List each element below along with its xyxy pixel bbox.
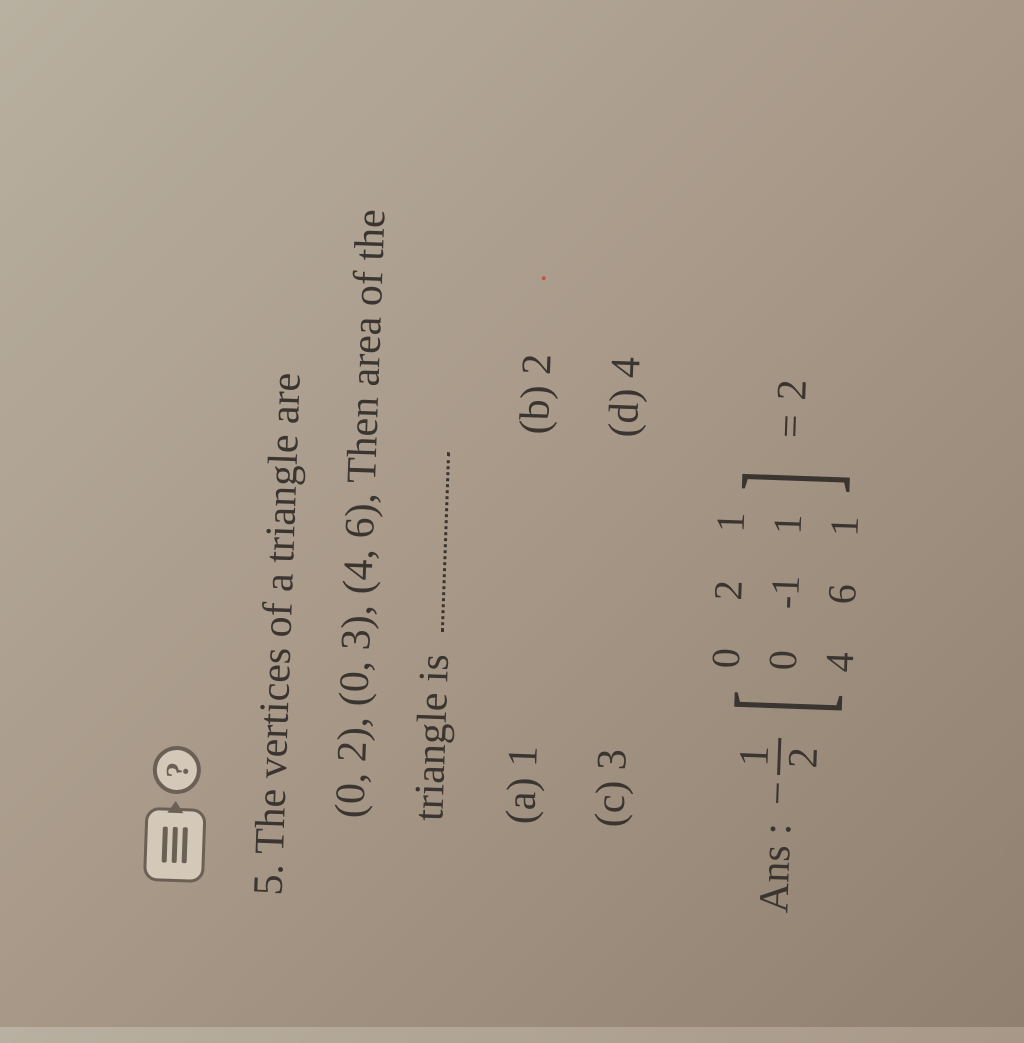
option-b-label: (b) [511, 384, 559, 435]
option-b: (b) 2 · [499, 123, 581, 435]
option-b-value: 2 [514, 353, 561, 376]
option-a: (a) 1 [486, 513, 568, 825]
option-c-label: (c) [587, 780, 635, 828]
matrix-cell: 6 [818, 576, 866, 612]
question-icon-bubble: ? [142, 745, 208, 883]
answer-label: Ans : [750, 822, 801, 913]
determinant-matrix: [ 0 2 1 0 -1 1 4 6 1 ] [700, 457, 870, 727]
fill-blank [435, 452, 449, 632]
question-text-2: (0, 2), (0, 3), (4, 6), Then area of the [327, 208, 394, 818]
option-c: (c) 3 [575, 516, 657, 828]
line-icon [161, 826, 167, 862]
left-bracket-icon: [ [726, 690, 837, 715]
option-d: (d) 4 [589, 126, 671, 438]
bubble-lines-icon [142, 807, 206, 883]
option-d-value: 4 [603, 356, 650, 379]
matrix-cell: -1 [761, 574, 809, 610]
question-number: 5. [245, 863, 292, 896]
red-mark: · [516, 272, 571, 285]
neg-sign: − [754, 781, 803, 806]
answer-block: Ans : − 1 2 [ 0 2 1 0 -1 1 4 6 1 ] = 2 [694, 131, 882, 916]
fraction-numerator: 1 [731, 737, 781, 776]
matrix-cell: 1 [821, 508, 869, 544]
matrix-cell: 0 [702, 640, 750, 676]
fraction-half: 1 2 [731, 737, 828, 777]
line-icon [171, 827, 177, 863]
question-text-3: triangle is [407, 653, 459, 821]
matrix-cell: 2 [704, 572, 752, 608]
option-a-value: 1 [500, 745, 547, 768]
right-bracket-icon: ] [734, 469, 845, 494]
options-grid: (a) 1 (b) 2 · (c) 3 (d) 4 [486, 123, 671, 828]
option-c-value: 3 [589, 748, 636, 771]
equals-sign: = [767, 414, 816, 439]
fraction-denominator: 2 [780, 739, 827, 778]
option-d-label: (d) [601, 388, 649, 439]
option-a-label: (a) [498, 777, 546, 825]
matrix-cell: 1 [764, 506, 812, 542]
matrix-cell: 1 [707, 504, 755, 540]
question-mark-icon: ? [152, 745, 202, 795]
question-line-3: triangle is [395, 120, 491, 822]
answer-result: 2 [768, 379, 817, 402]
question-line-2: (0, 2), (0, 3), (4, 6), Then area of the [315, 117, 411, 819]
page-container: ? 5. The vertices of a triangle are (0, … [100, 50, 924, 977]
question-block: 5. The vertices of a triangle are (0, 2)… [233, 114, 671, 908]
line-icon [181, 827, 187, 863]
matrix-cell: 4 [816, 644, 864, 680]
matrix-grid: 0 2 1 0 -1 1 4 6 1 [702, 500, 869, 684]
matrix-cell: 0 [759, 642, 807, 678]
question-text-1: The vertices of a triangle are [247, 372, 310, 855]
